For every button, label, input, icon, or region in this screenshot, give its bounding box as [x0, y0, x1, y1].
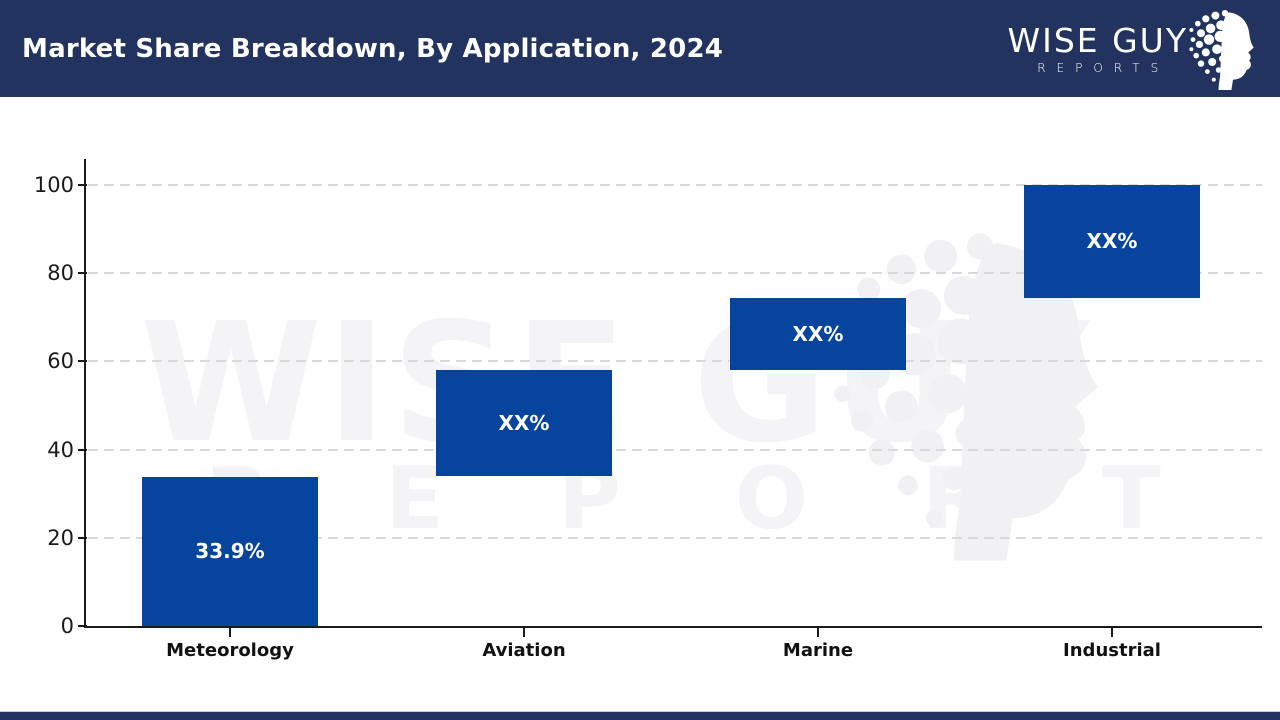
y-axis-tick-100: [78, 184, 87, 186]
bar-value-label-industrial: XX%: [1086, 229, 1138, 254]
gridline-40: [88, 448, 1262, 451]
chart-area: WISE GUY R E P O R T S 0 20 40 60 80 100 33.9%…: [0, 97, 1280, 711]
bar-marine: XX%: [730, 297, 906, 371]
x-axis-tick-marine: [817, 628, 819, 637]
y-axis-spine: [84, 159, 86, 628]
chart-title: Market Share Breakdown, By Application, …: [22, 33, 724, 64]
y-axis-tick-0: [78, 625, 87, 627]
y-tick-label-40: 40: [47, 437, 74, 462]
plot: 0 20 40 60 80 100 33.9% Meteorology XX% Aviation X…: [0, 97, 1280, 711]
watermark-subtext: R E P O R T S: [205, 449, 1280, 549]
gridline-60: [88, 360, 1262, 363]
x-tick-label-aviation: Aviation: [482, 640, 566, 661]
x-axis-tick-aviation: [523, 628, 525, 637]
logo: WISE GUY REPORTS: [1007, 6, 1266, 94]
header-bar: Market Share Breakdown, By Application, …: [0, 0, 1280, 97]
y-tick-label-0: 0: [60, 614, 74, 638]
y-tick-label-100: 100: [33, 173, 74, 197]
bar-value-label-aviation: XX%: [498, 411, 550, 436]
bar-value-label-meteorology: 33.9%: [195, 539, 265, 564]
x-axis-tick-industrial: [1111, 628, 1113, 637]
head-of-dots-watermark: [834, 233, 1098, 561]
bar-meteorology: 33.9%: [142, 476, 318, 626]
bar-industrial: XX%: [1024, 185, 1200, 298]
logo-wordmark: WISE GUY: [1007, 21, 1188, 61]
y-tick-label-80: 80: [47, 261, 74, 286]
x-axis-spine: [84, 626, 1262, 628]
gridline-80: [88, 272, 1262, 275]
logo-subtext: REPORTS: [1037, 60, 1170, 75]
bar-aviation: XX%: [436, 370, 612, 477]
y-axis-tick-80: [78, 272, 87, 275]
bar-value-label-marine: XX%: [792, 322, 844, 347]
y-tick-label-60: 60: [47, 349, 74, 374]
gridline-100: [88, 184, 1262, 186]
x-axis-tick-meteorology: [229, 628, 231, 637]
y-axis-tick-40: [78, 448, 87, 451]
y-tick-label-20: 20: [47, 525, 74, 550]
x-tick-label-meteorology: Meteorology: [166, 640, 294, 661]
x-tick-label-industrial: Industrial: [1063, 640, 1161, 661]
x-tick-label-marine: Marine: [782, 640, 854, 661]
gridline-20: [88, 536, 1262, 539]
head-of-dots-icon: [1189, 9, 1254, 90]
logo-text: WISE GUY REPORTS: [1007, 24, 1188, 75]
y-axis-tick-60: [78, 360, 87, 363]
footer-bar: [0, 711, 1280, 720]
y-axis-tick-20: [78, 536, 87, 539]
